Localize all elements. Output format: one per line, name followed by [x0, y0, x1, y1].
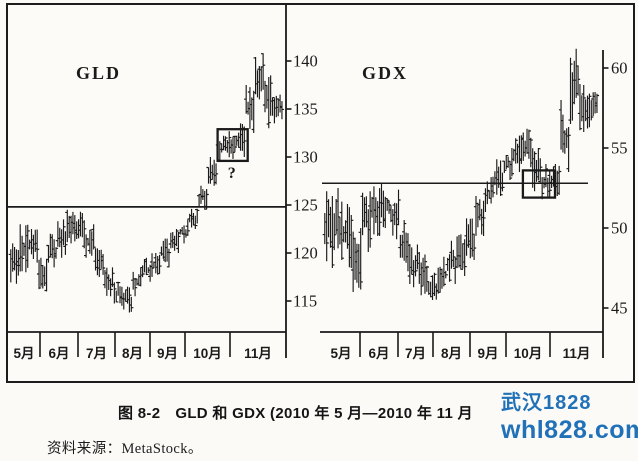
- question-mark-annotation: ?: [228, 165, 236, 182]
- y-tick-label: 45: [611, 299, 628, 318]
- figure-caption: 图 8-2 GLD 和 GDX (2010 年 5 月—2010 年 11 月: [118, 402, 473, 423]
- month-label: 5月: [13, 346, 34, 361]
- y-tick-label: 115: [293, 292, 317, 311]
- month-label: 8月: [441, 346, 462, 361]
- y-tick-label: 50: [611, 219, 628, 238]
- y-tick-label: 135: [293, 100, 318, 119]
- watermark-site-url: whl828.com: [501, 416, 638, 444]
- gld-label: GLD: [76, 63, 121, 83]
- watermark: 武汉1828 whl828.com: [501, 391, 638, 445]
- figure-number: 图 8-2: [118, 405, 161, 422]
- gdx-price-bars: [322, 48, 600, 300]
- gld-consolidation-box: [216, 128, 249, 163]
- y-tick-label: 60: [611, 59, 628, 78]
- y-tick-label: 55: [611, 139, 628, 158]
- figure-frame: [6, 3, 635, 383]
- gdx-panel: GDX 60 55 50 45 5月 6月 7月 8月 9月 10月 11月: [320, 48, 628, 361]
- month-label: 11月: [244, 346, 272, 361]
- y-tick-label: 120: [293, 244, 318, 263]
- month-label: 9月: [477, 346, 498, 361]
- month-label: 11月: [563, 346, 591, 361]
- y-tick-label: 125: [293, 196, 318, 215]
- figure-title: GLD 和 GDX (2010 年 5 月—2010 年 11 月: [175, 405, 473, 422]
- month-label: 7月: [405, 346, 426, 361]
- month-label: 10月: [193, 346, 222, 361]
- gld-panel: ? GLD 140 135 130 125 120 115 5月 6月 7月 8月 9月 10月 11月: [8, 5, 318, 361]
- month-label: 6月: [368, 346, 389, 361]
- gdx-label: GDX: [362, 63, 408, 83]
- month-label: 6月: [48, 346, 69, 361]
- month-label: 9月: [157, 346, 178, 361]
- watermark-site-name: 武汉1828: [501, 392, 592, 414]
- month-label: 7月: [86, 346, 107, 361]
- gld-price-bars: [8, 53, 285, 313]
- y-tick-label: 130: [293, 148, 318, 167]
- month-label: 10月: [514, 346, 543, 361]
- month-label: 5月: [330, 346, 351, 361]
- gdx-consolidation-box: [521, 169, 557, 199]
- month-label: 8月: [122, 346, 143, 361]
- source-note: 资料来源：MetaStock。: [47, 441, 203, 457]
- y-tick-label: 140: [293, 52, 318, 71]
